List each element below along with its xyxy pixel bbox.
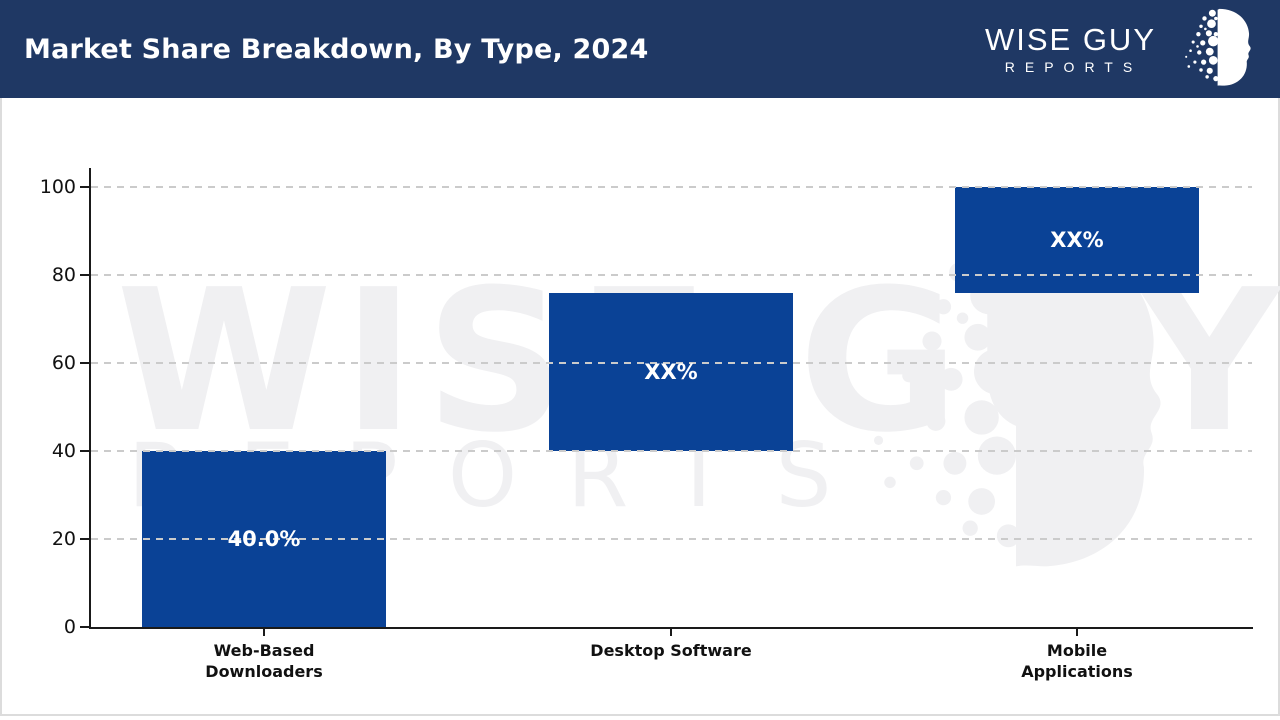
logo-text: WISE GUY REPORTS — [984, 21, 1156, 75]
wise-guy-reports-logo: WISE GUY REPORTS — [985, 7, 1256, 91]
y-tick-40 — [80, 450, 90, 452]
y-tick-label-80: 80 — [51, 264, 76, 286]
bar-1 — [549, 293, 793, 451]
category-label-1: Desktop Software — [590, 641, 752, 660]
x-tick-1 — [670, 629, 672, 636]
y-axis-line — [89, 168, 91, 629]
gridline-40 — [91, 450, 1252, 452]
gridline-100 — [91, 186, 1252, 188]
x-axis-line — [89, 627, 1253, 629]
x-tick-0 — [263, 629, 265, 636]
category-label-0: Web-Based Downloaders — [205, 641, 323, 681]
y-tick-label-40: 40 — [51, 440, 76, 462]
page-title: Market Share Breakdown, By Type, 2024 — [24, 33, 649, 65]
bar-value-label-0: 40.0% — [227, 527, 301, 551]
y-tick-label-0: 0 — [63, 616, 76, 638]
dotted-head-logo-icon — [1160, 7, 1256, 91]
x-tick-2 — [1076, 629, 1078, 636]
logo-wordmark: WISE GUY — [984, 21, 1156, 57]
y-tick-label-100: 100 — [39, 176, 76, 198]
gridline-20 — [91, 538, 1252, 540]
y-tick-20 — [80, 538, 90, 540]
y-tick-label-60: 60 — [51, 352, 76, 374]
logo-subtext: REPORTS — [1004, 58, 1143, 75]
y-tick-100 — [80, 186, 90, 188]
y-tick-60 — [80, 362, 90, 364]
y-tick-0 — [80, 626, 90, 628]
gridline-60 — [91, 362, 1252, 364]
bar-value-label-1: XX% — [644, 360, 698, 385]
bar-value-label-2: XX% — [1050, 228, 1104, 253]
y-tick-label-20: 20 — [51, 528, 76, 550]
y-tick-80 — [80, 274, 90, 276]
header-bar: Market Share Breakdown, By Type, 2024 WI… — [0, 0, 1280, 98]
category-label-2: Mobile Applications — [1021, 641, 1133, 681]
gridline-80 — [91, 274, 1252, 276]
